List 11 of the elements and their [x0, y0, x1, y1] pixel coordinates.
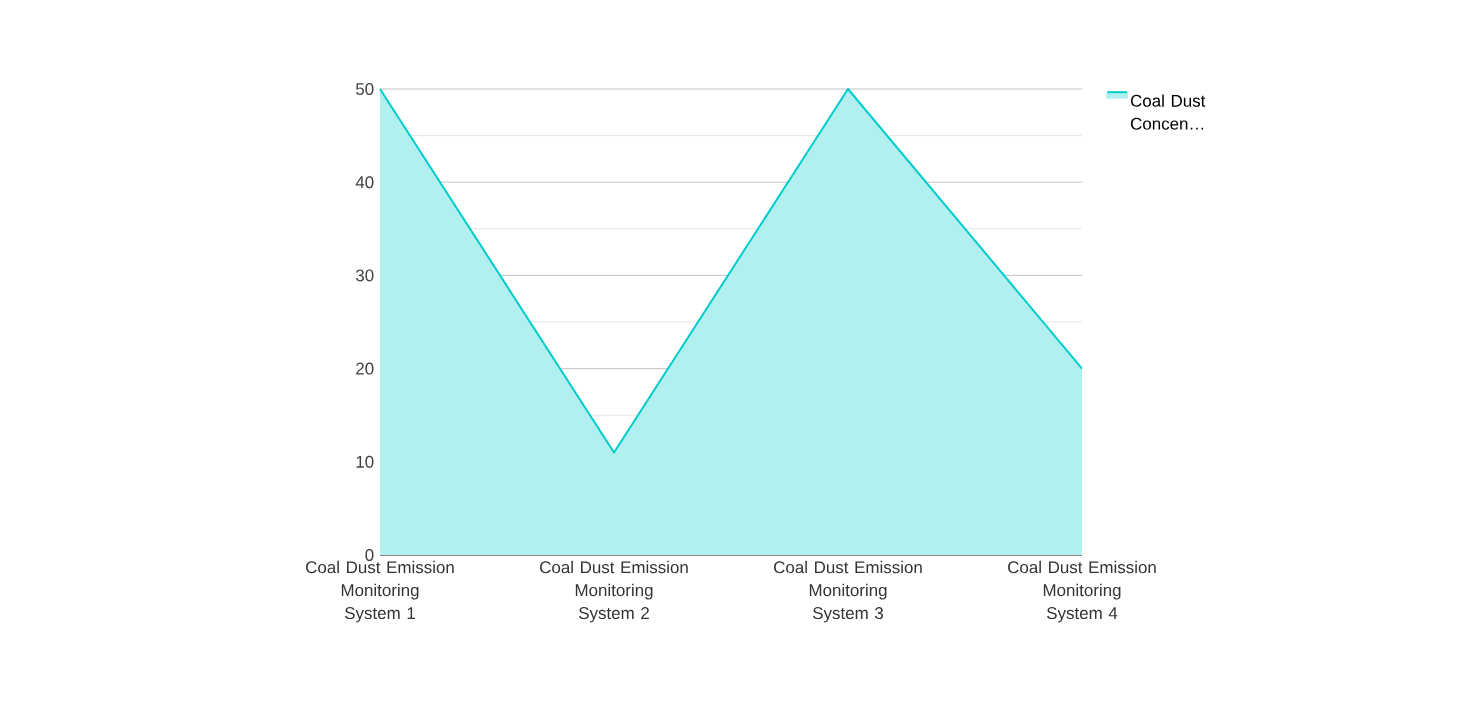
- y-tick-label: 50: [355, 83, 374, 95]
- y-tick-label: 20: [356, 362, 374, 375]
- x-tick-label: Coal Dust Emission Monitoring System 4: [1008, 560, 1156, 623]
- y-tick-label: 40: [355, 176, 374, 189]
- y-tick-label: 0: [365, 549, 374, 561]
- x-tick-label: Coal Dust Emission Monitoring System 3: [774, 560, 922, 623]
- x-tick-label: Coal Dust Emission Monitoring System 2: [540, 560, 688, 623]
- x-tick-label: Coal Dust Emission Monitoring System 1: [306, 560, 454, 623]
- y-tick-label: 10: [356, 455, 374, 468]
- legend-label: Coal Dust Concen…: [1130, 94, 1206, 130]
- y-tick-label: 30: [355, 269, 374, 282]
